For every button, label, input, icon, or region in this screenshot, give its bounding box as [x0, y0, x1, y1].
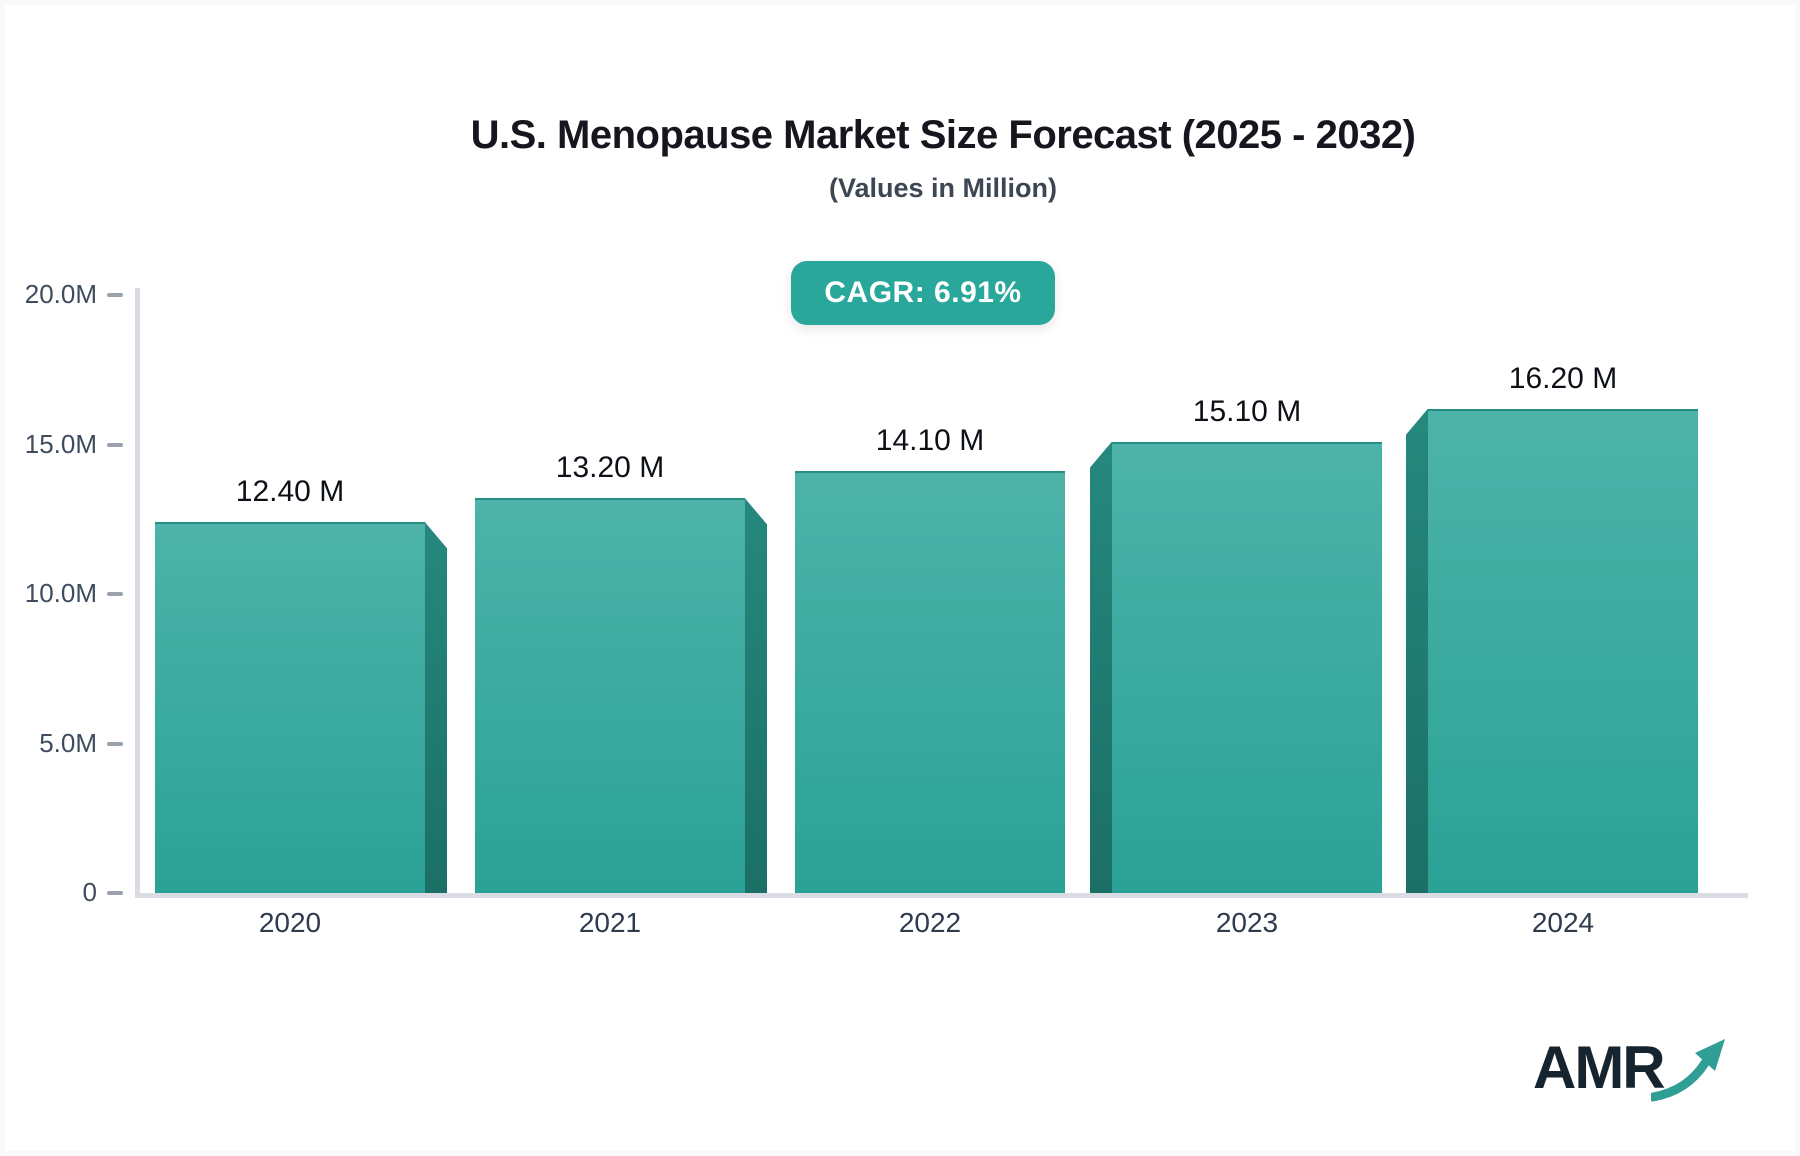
y-tick-label: 20.0M — [24, 279, 97, 309]
y-tick-mark — [107, 442, 123, 447]
y-tick-label: 15.0M — [24, 428, 97, 459]
trend-arrow-icon — [1651, 1039, 1725, 1102]
page-subtitle: (Values in Million) — [828, 173, 1058, 203]
amr-logo: AMR — [1533, 1033, 1733, 1113]
x-axis-label-2021: 2021 — [578, 907, 642, 938]
bar-value-label: 15.10 M — [1192, 394, 1302, 428]
chart-card: U.S. Menopause Market Size Forecast (202… — [5, 5, 1795, 1151]
y-tick-mark — [107, 891, 123, 895]
bar-value-label: 14.10 M — [875, 424, 985, 458]
y-tick-label: 10.0M — [24, 578, 97, 608]
bar-2021 — [475, 498, 745, 893]
bar-3d-side — [425, 522, 447, 893]
y-tick-mark — [107, 293, 123, 297]
cagr-badge: CAGR: 6.91% — [791, 261, 1055, 325]
bar-2022 — [795, 471, 1065, 893]
bar-2024 — [1428, 408, 1698, 893]
y-tick-mark — [107, 741, 123, 746]
x-axis-baseline — [135, 893, 1748, 898]
y-axis-line — [135, 288, 140, 898]
bar-2020 — [155, 522, 425, 893]
bar-3d-side — [745, 498, 767, 893]
x-axis-label-2020: 2020 — [258, 907, 322, 938]
y-tick-label: 0 — [82, 877, 97, 907]
bar-2023 — [1112, 441, 1382, 893]
page-title: U.S. Menopause Market Size Forecast (202… — [470, 113, 1416, 157]
y-tick-label: 5.0M — [39, 727, 97, 758]
x-axis-label-2024: 2024 — [1531, 907, 1595, 938]
x-axis-label-2023: 2023 — [1215, 907, 1279, 938]
y-tick-mark — [107, 592, 123, 596]
bar-value-label: 16.20 M — [1508, 361, 1618, 395]
bar-value-label: 12.40 M — [235, 475, 345, 509]
amr-logo-text: AMR — [1533, 1034, 1666, 1101]
bar-value-label: 13.20 M — [555, 451, 665, 485]
bar-3d-side — [1406, 408, 1428, 893]
bar-3d-side — [1090, 441, 1112, 893]
x-axis-label-2022: 2022 — [898, 907, 962, 938]
